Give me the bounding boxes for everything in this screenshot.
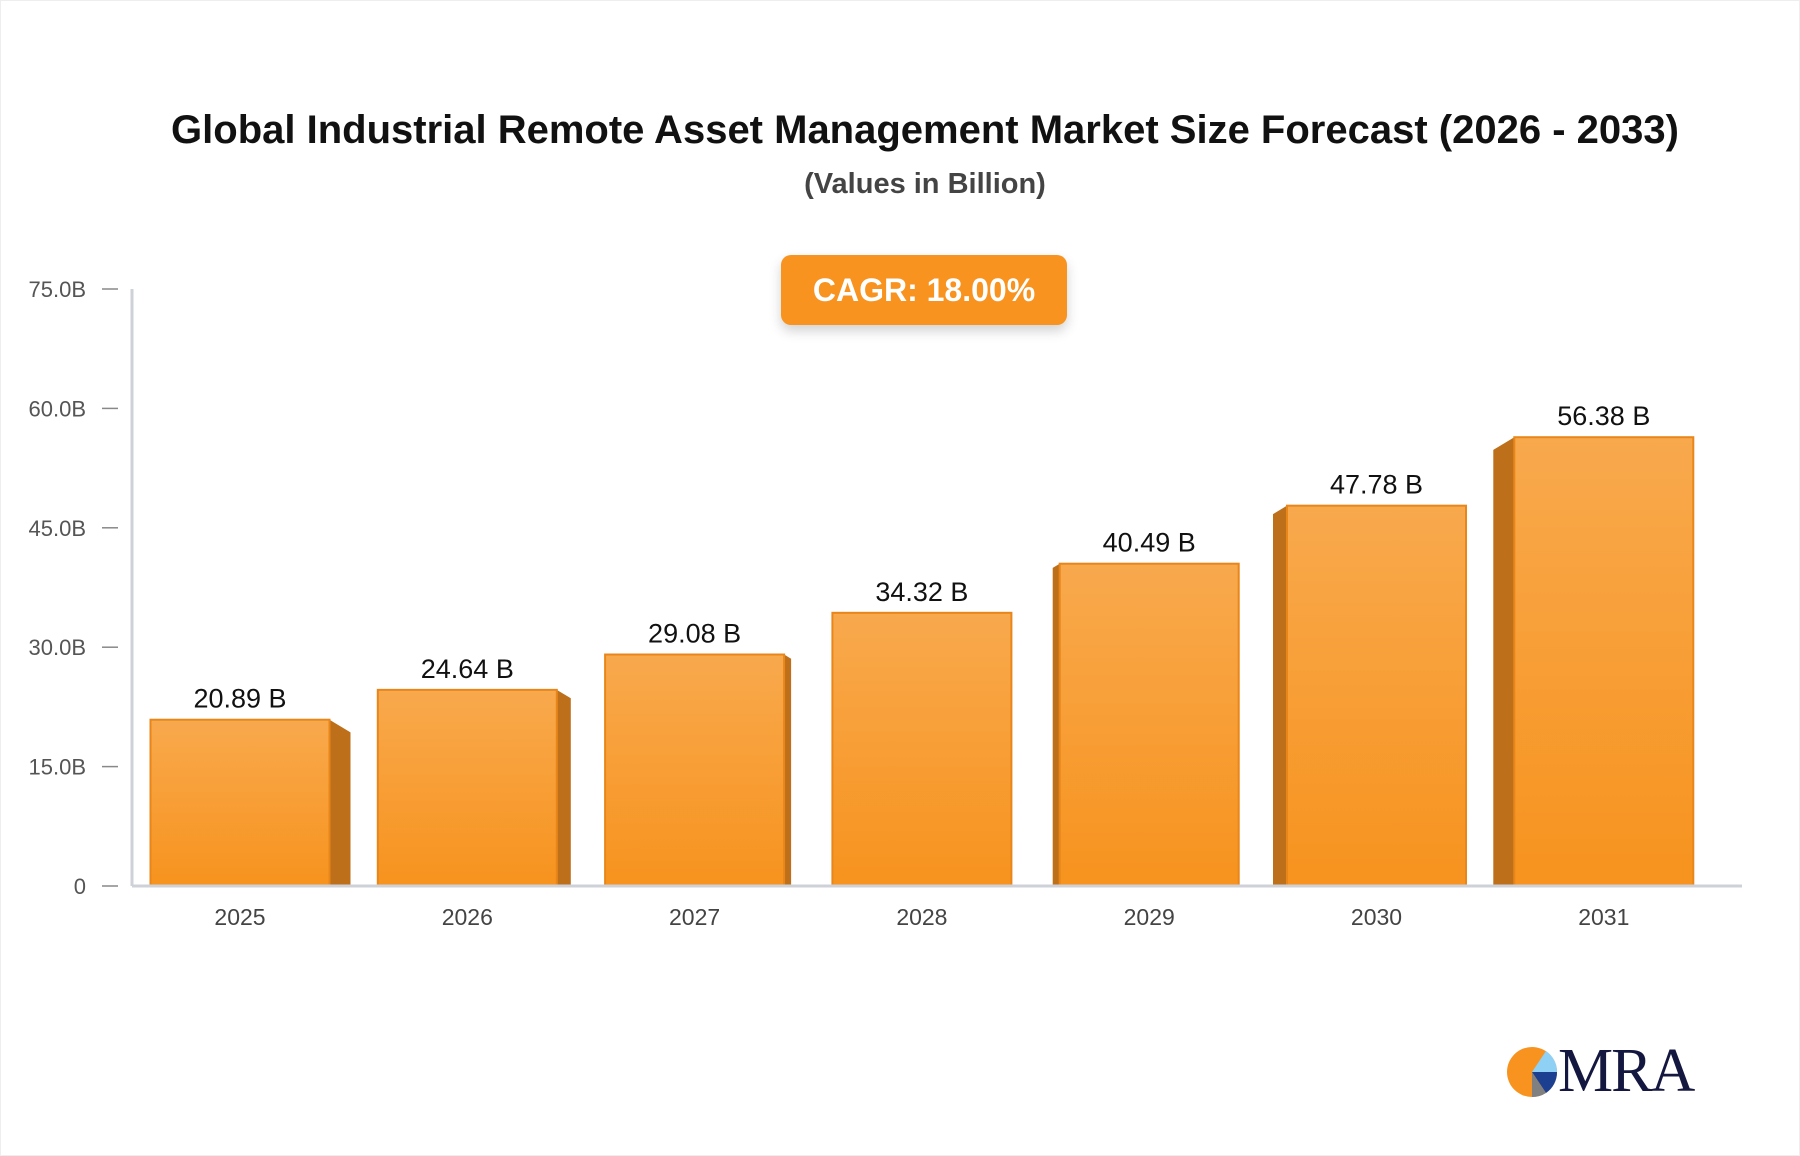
x-tick-label: 2028 <box>896 904 947 930</box>
y-tick-label: 75.0B <box>29 277 87 302</box>
data-label: 40.49 B <box>1103 528 1196 558</box>
bar-2025 <box>149 718 331 887</box>
bar-2028 <box>831 611 1013 887</box>
data-label: 47.78 B <box>1330 470 1423 500</box>
data-label: 56.38 B <box>1557 401 1650 431</box>
chart-title: Global Industrial Remote Asset Managemen… <box>171 108 1679 152</box>
x-tick-label: 2031 <box>1578 904 1629 930</box>
y-tick-label: 15.0B <box>29 755 87 780</box>
data-label: 29.08 B <box>648 619 741 649</box>
pie-logo-icon <box>1507 1047 1558 1098</box>
x-tick-label: 2026 <box>442 904 493 930</box>
chart-subtitle: (Values in Billion) <box>804 168 1046 200</box>
y-tick-label: 60.0B <box>29 396 87 421</box>
x-tick-label: 2027 <box>669 904 720 930</box>
cagr-badge: CAGR: 18.00% <box>781 255 1067 325</box>
bar-2027 <box>604 653 786 887</box>
bar-side <box>1273 505 1287 886</box>
bar-2026 <box>376 688 558 887</box>
logo-text: MRA <box>1558 1037 1695 1105</box>
data-label: 20.89 B <box>193 684 286 714</box>
bar-side <box>329 719 351 886</box>
data-label: 34.32 B <box>875 577 968 607</box>
y-tick-label: 30.0B <box>29 635 87 660</box>
bar-side <box>784 654 792 886</box>
bar-2029 <box>1058 562 1240 887</box>
mra-logo: MRA <box>1506 1037 1706 1105</box>
bar-side <box>1052 563 1060 886</box>
y-tick-label: 0 <box>74 874 86 899</box>
bar-2030 <box>1286 504 1467 887</box>
bar-side <box>556 689 571 886</box>
bar-2031 <box>1513 436 1695 887</box>
x-tick-label: 2029 <box>1124 904 1175 930</box>
bar-side <box>1493 437 1515 886</box>
data-label: 24.64 B <box>421 654 514 684</box>
x-tick-label: 2030 <box>1351 904 1402 930</box>
y-tick-label: 45.0B <box>29 516 87 541</box>
x-tick-label: 2025 <box>214 904 265 930</box>
